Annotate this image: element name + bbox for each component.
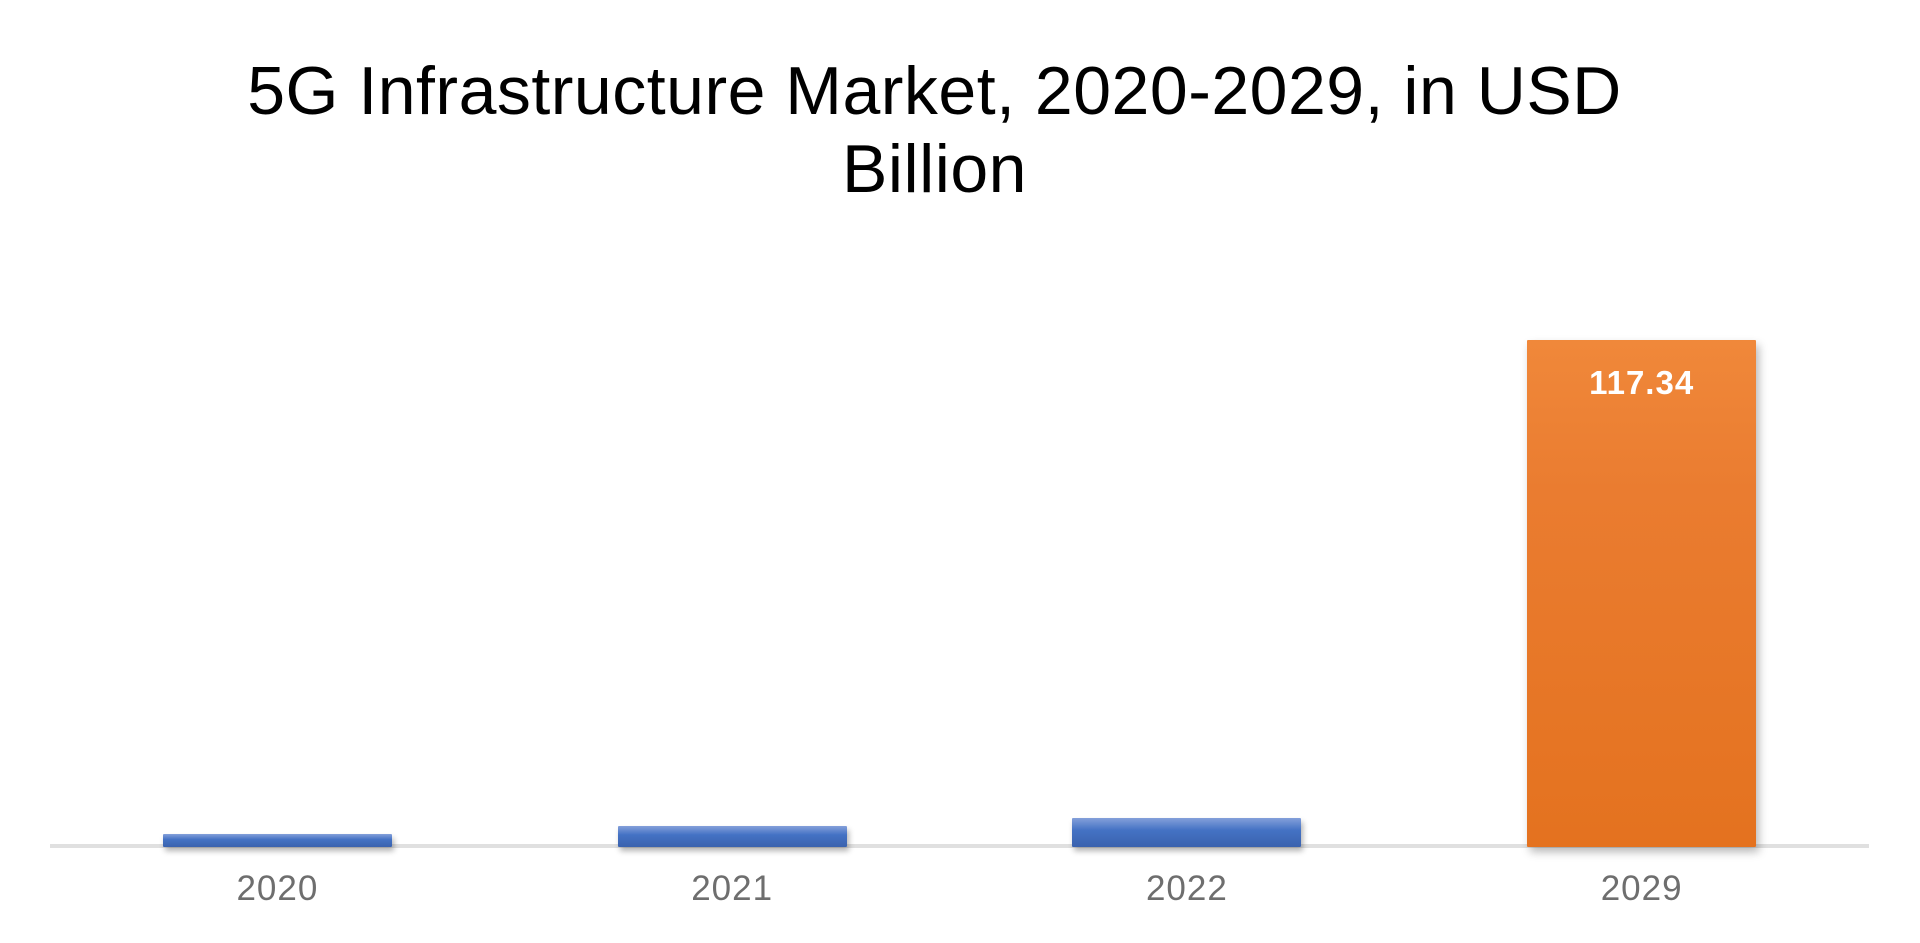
bar-slot xyxy=(50,340,505,847)
bars: 117.34 xyxy=(50,340,1869,847)
chart-title-line-2: Billion xyxy=(842,131,1027,207)
bar-2020 xyxy=(162,834,392,847)
x-axis-line xyxy=(50,844,1869,848)
bar-2022 xyxy=(1072,818,1302,847)
bar-slot: 117.34 xyxy=(1414,340,1869,847)
chart-title: 5G Infrastructure Market, 2020-2029, in … xyxy=(0,52,1869,208)
bar-2021 xyxy=(617,826,847,847)
x-axis-label-2020: 2020 xyxy=(236,869,319,908)
bar-slot xyxy=(960,340,1415,847)
x-axis-label-2021: 2021 xyxy=(691,869,774,908)
bar-2029: 117.34 xyxy=(1527,340,1757,847)
bar-slot xyxy=(505,340,960,847)
data-label-2029: 117.34 xyxy=(1589,364,1695,401)
x-axis-label-2029: 2029 xyxy=(1600,869,1683,908)
x-axis-label-2022: 2022 xyxy=(1145,869,1228,908)
chart-title-line-1: 5G Infrastructure Market, 2020-2029, in … xyxy=(247,53,1622,129)
x-axis-labels: 2020 2021 2022 2029 xyxy=(50,869,1869,909)
